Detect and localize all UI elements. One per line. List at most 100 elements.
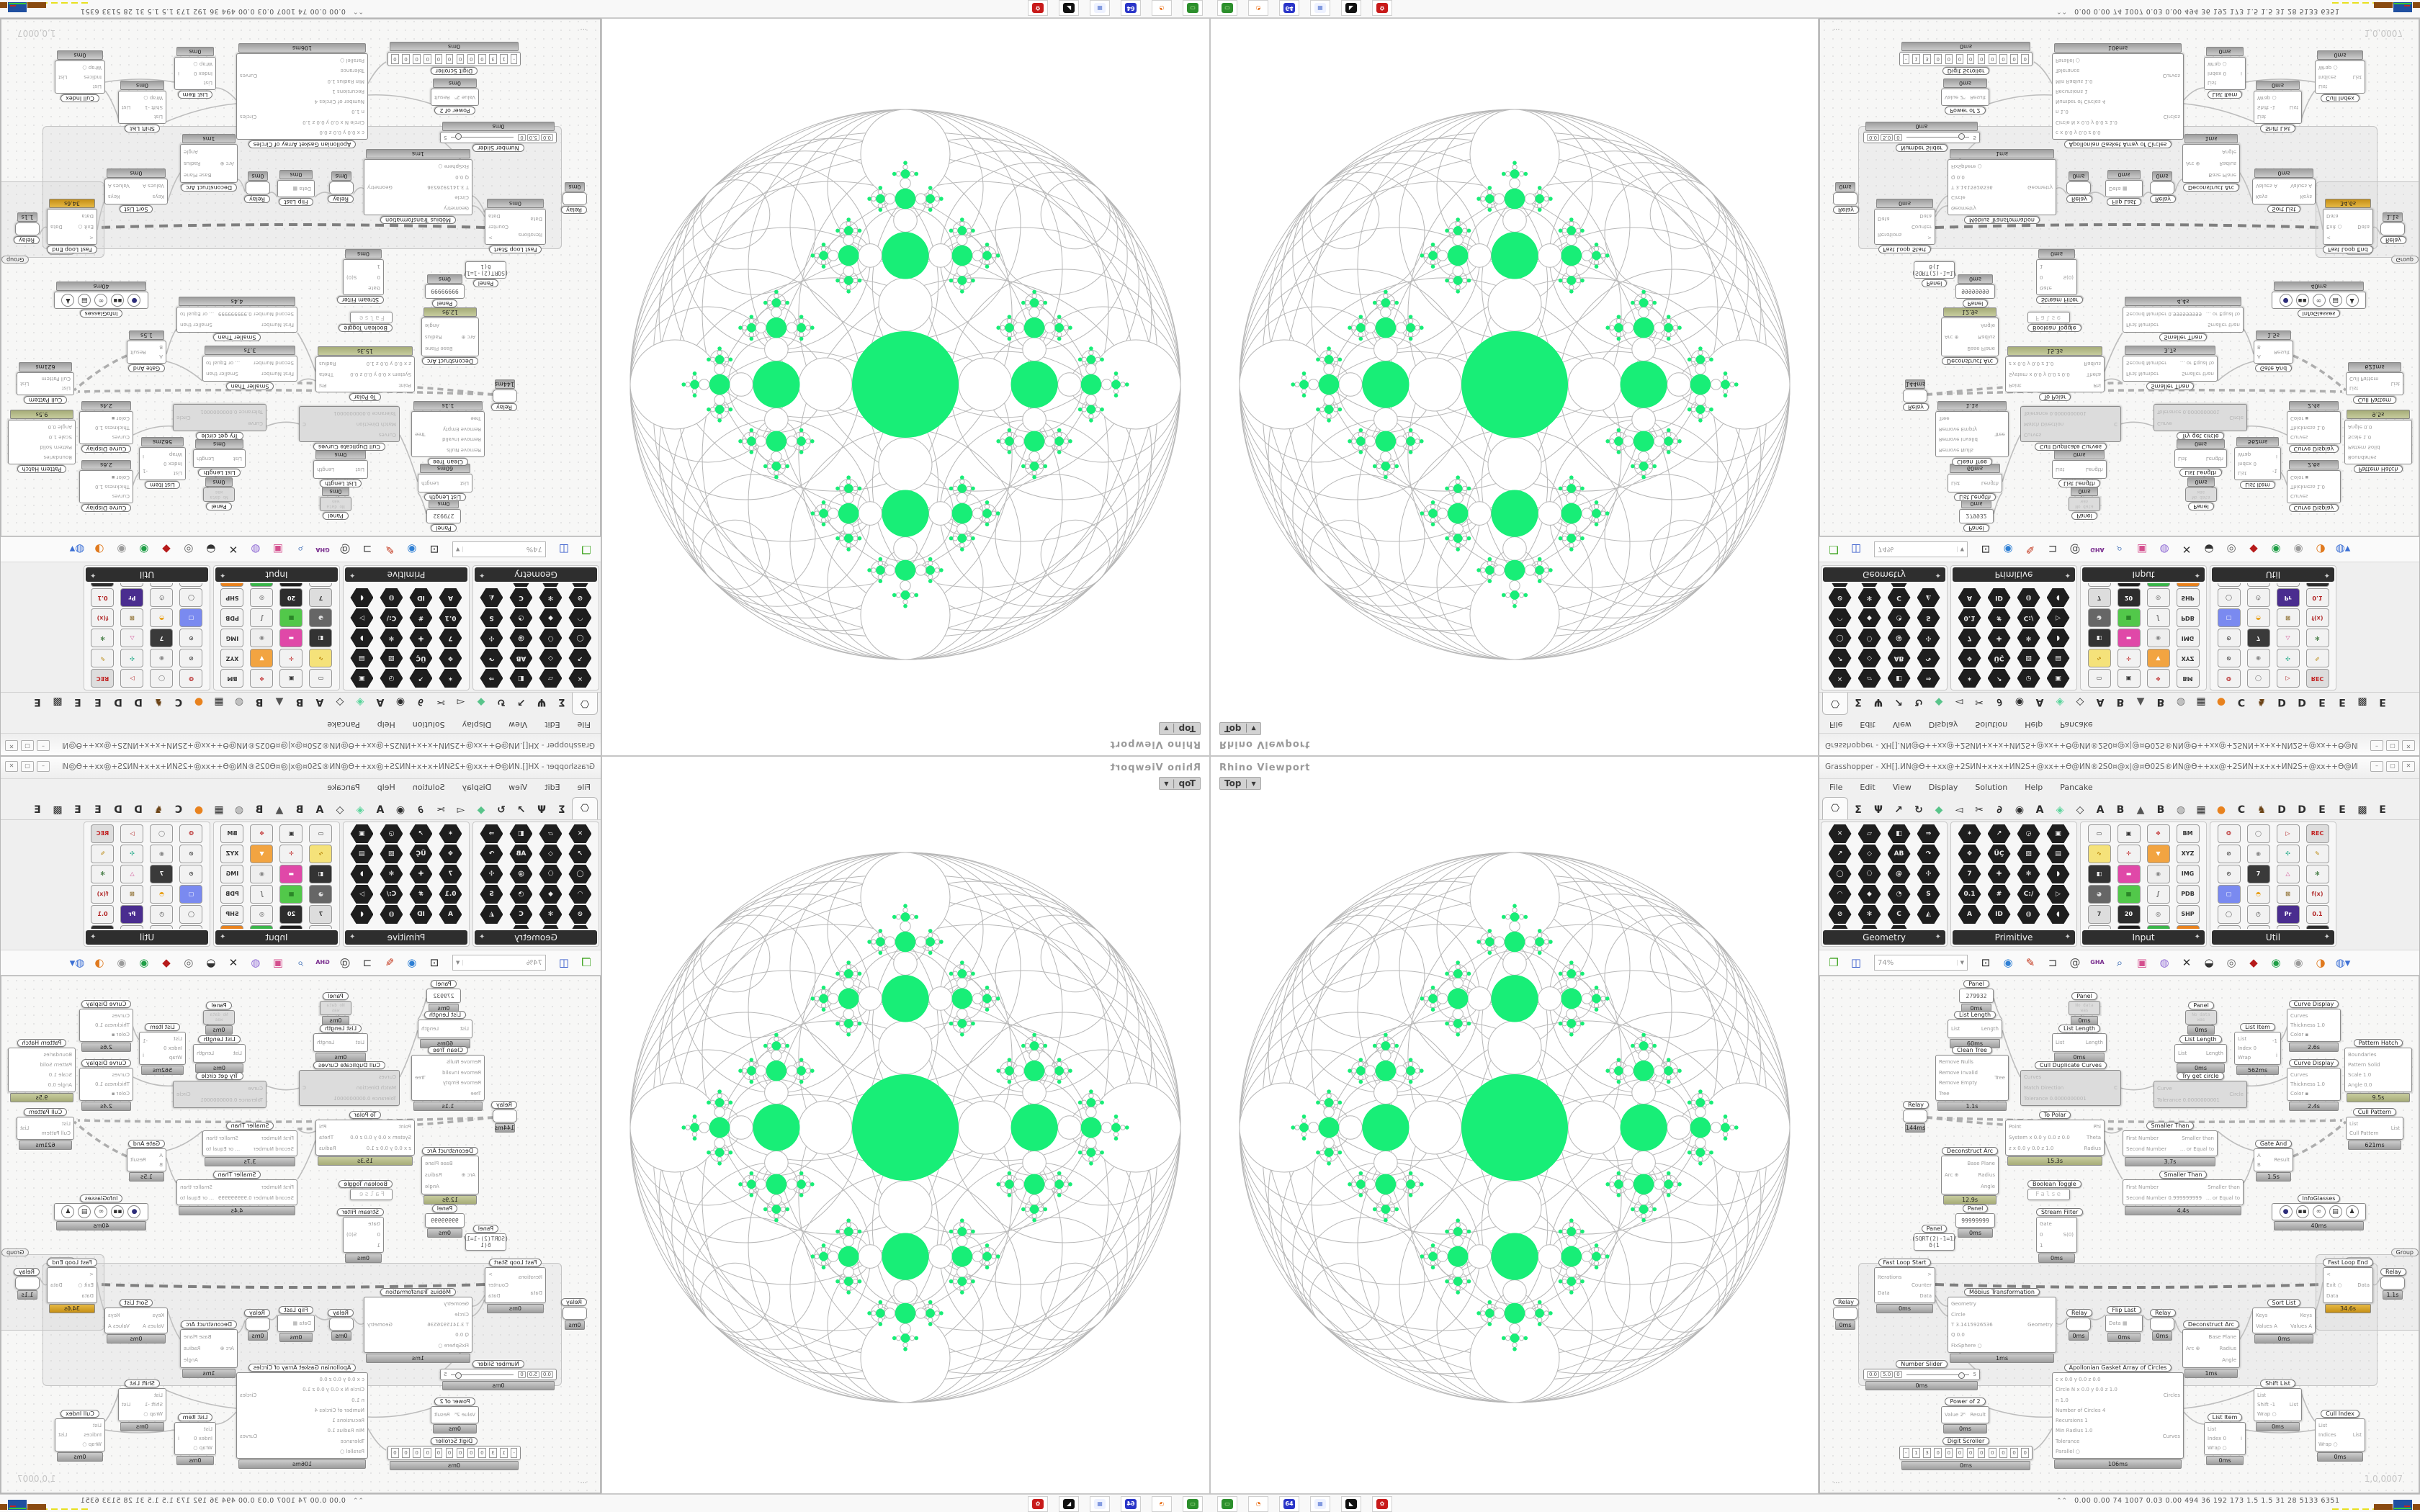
component-icon[interactable]: ↗ bbox=[569, 845, 592, 863]
component-icon[interactable]: ❖ bbox=[1958, 649, 1981, 667]
component-icon[interactable]: ∿ bbox=[309, 649, 333, 667]
gh-node-number-slider[interactable]: Number Slider 0.0 5.0 0 5 0ms bbox=[1863, 1360, 1980, 1390]
component-tab-13[interactable]: A bbox=[2096, 804, 2105, 816]
lock-button[interactable]: ◒ bbox=[206, 956, 216, 969]
input-port[interactable]: Match Direction bbox=[356, 421, 396, 428]
component-tab-3[interactable]: ↗ bbox=[1894, 804, 1903, 816]
input-port[interactable]: n 1.0 bbox=[2056, 109, 2069, 115]
component-icon[interactable]: 7 bbox=[309, 588, 333, 607]
component-icon[interactable]: ❉ bbox=[2217, 583, 2241, 587]
gh-node-relay[interactable]: Relay 0ms bbox=[1833, 182, 1859, 214]
input-port[interactable]: Wrap ○ bbox=[82, 1441, 102, 1448]
output-port[interactable]: Circle bbox=[176, 1092, 191, 1097]
input-port[interactable]: Point bbox=[2009, 382, 2022, 388]
output-port[interactable]: Result bbox=[434, 1412, 450, 1418]
component-icon[interactable]: ◧ bbox=[1888, 669, 1911, 688]
component-tab-24[interactable]: E bbox=[94, 804, 102, 816]
component-icon[interactable]: ◠ bbox=[1829, 608, 1852, 627]
component-icon[interactable]: ▭ bbox=[2087, 824, 2111, 843]
output-port[interactable]: Angle bbox=[1981, 323, 1995, 328]
component-icon[interactable]: ▣ bbox=[351, 669, 374, 688]
ball-orange-button[interactable]: ◑ bbox=[2316, 956, 2326, 969]
input-port[interactable]: Arc ⊕ bbox=[1945, 334, 1959, 340]
gha-button[interactable]: GHA bbox=[315, 546, 330, 553]
component-tab-8[interactable]: ∂ bbox=[1996, 804, 2002, 816]
gh-node-sort-list[interactable]: Sort List Keys Values A Keys Values A 0ms bbox=[104, 168, 168, 213]
digit-cell[interactable]: 0 bbox=[402, 54, 410, 64]
input-port[interactable]: < bbox=[89, 234, 94, 240]
component-icon[interactable]: ◭ bbox=[1917, 588, 1940, 607]
input-port[interactable]: A bbox=[2257, 354, 2261, 360]
component-icon[interactable]: ▢ bbox=[179, 885, 203, 904]
find-button[interactable]: ⌕ bbox=[297, 543, 304, 556]
input-port[interactable]: Data ▦ bbox=[2109, 1320, 2128, 1326]
input-port[interactable]: Point bbox=[398, 1124, 411, 1130]
component-tab-8[interactable]: ∂ bbox=[418, 696, 424, 708]
input-port[interactable]: Tree bbox=[1939, 415, 1950, 422]
component-icon[interactable]: ▭ bbox=[309, 669, 333, 688]
component-icon[interactable]: ▬ bbox=[279, 629, 303, 647]
component-icon[interactable]: ▦ bbox=[279, 885, 303, 904]
component-icon[interactable]: A bbox=[439, 905, 462, 924]
digit-cell[interactable]: 0 bbox=[1977, 54, 1986, 64]
component-icon[interactable]: ◓ bbox=[150, 608, 174, 627]
menu-view[interactable]: View bbox=[1892, 782, 1912, 792]
component-tab-17[interactable]: ◍ bbox=[234, 804, 244, 816]
component-icon[interactable]: PDB bbox=[220, 885, 244, 904]
component-icon[interactable]: ✎ bbox=[91, 845, 115, 863]
digit-cell[interactable]: 0 bbox=[402, 1448, 410, 1458]
component-icon[interactable]: ✚ bbox=[1988, 629, 2011, 647]
output-port[interactable]: Radius bbox=[2084, 361, 2101, 367]
output-port[interactable]: List bbox=[122, 104, 131, 110]
palette-group-label[interactable]: Primitive ✦ bbox=[1953, 567, 2075, 582]
gh-node-number-slider[interactable]: Number Slider 0.0 5.0 0 5 0ms bbox=[1863, 122, 1980, 152]
input-port[interactable]: Parallel ○ bbox=[2056, 58, 2080, 64]
menu-pancake[interactable]: Pancake bbox=[327, 720, 360, 730]
gh-node-list-length[interactable]: List Length List Length 60ms bbox=[418, 464, 472, 501]
component-icon[interactable]: ➔ bbox=[2276, 583, 2300, 587]
input-port[interactable]: Geometry bbox=[444, 204, 469, 211]
component-icon[interactable]: ∿ bbox=[309, 845, 333, 863]
output-port[interactable]: Tree bbox=[415, 1075, 426, 1081]
component-icon[interactable]: ⎔ bbox=[539, 629, 563, 647]
component-icon[interactable]: ▱ bbox=[1858, 669, 1881, 688]
component-icon[interactable]: SHP bbox=[2176, 905, 2200, 924]
gh-node-panel[interactable]: Panel No data was 0ms bbox=[2069, 992, 2100, 1025]
gh-node-list-item[interactable]: List Item List Index 0 Wrap -1 i 562ms bbox=[139, 437, 186, 489]
gh-node-shift-list[interactable]: Shift List List Shift -1 Wrap ○ List 0ms bbox=[2254, 81, 2302, 132]
input-port[interactable]: < bbox=[2326, 234, 2331, 240]
digit-cell[interactable]: 0 bbox=[2010, 54, 2018, 64]
drive-icon[interactable]: ▭ bbox=[1217, 0, 1237, 16]
open-file-button[interactable]: ❐ bbox=[1829, 543, 1839, 556]
gh-node-boolean-toggle[interactable]: Boolean Toggle False bbox=[2027, 312, 2081, 332]
component-tab-26[interactable]: ▩ bbox=[53, 696, 63, 708]
sketch-pen-button[interactable]: ✎ bbox=[385, 956, 395, 969]
output-port[interactable]: Keys bbox=[2300, 1312, 2312, 1318]
digit-cell[interactable]: 0 bbox=[1945, 54, 1953, 64]
input-port[interactable]: List bbox=[2238, 1035, 2247, 1042]
component-icon[interactable]: PDB bbox=[2176, 608, 2200, 627]
save-file-button[interactable]: ◫ bbox=[558, 543, 570, 556]
output-port[interactable]: i bbox=[143, 1053, 144, 1058]
maximize-button[interactable]: ▢ bbox=[21, 761, 34, 772]
input-port[interactable]: Tolerance 0.0000000001 bbox=[333, 410, 396, 417]
expand-icon[interactable]: ✦ bbox=[2194, 571, 2200, 579]
palette-group-label[interactable]: Util ✦ bbox=[86, 930, 208, 945]
menu-edit[interactable]: Edit bbox=[1860, 720, 1876, 730]
component-icon[interactable]: REC bbox=[91, 669, 115, 688]
component-icon[interactable]: @ bbox=[1887, 865, 1911, 883]
menu-help[interactable]: Help bbox=[2025, 720, 2043, 730]
component-icon[interactable]: ⊠ bbox=[120, 608, 144, 627]
component-icon[interactable]: ◕ bbox=[2087, 608, 2111, 627]
gh-node-apollonian-gasket-array-of-circles[interactable]: Apollonian Gasket Array of Circles c x 0.… bbox=[2052, 43, 2184, 148]
gh-node-curve-display[interactable]: Curve Display Curves Thickness 1.0 Color ▪ 2… bbox=[79, 460, 133, 512]
input-port[interactable]: Tolerance 0.0000000001 bbox=[333, 1095, 396, 1102]
component-icon[interactable]: ▬ bbox=[279, 865, 303, 883]
component-tab-27[interactable]: E bbox=[34, 804, 41, 816]
component-tab-16[interactable]: B bbox=[255, 804, 264, 816]
component-icon[interactable]: ⊞ bbox=[1828, 925, 1852, 929]
output-port[interactable]: Result bbox=[130, 1157, 146, 1163]
menu-display[interactable]: Display bbox=[1928, 782, 1958, 792]
component-icon[interactable]: ↷ bbox=[1917, 845, 1940, 863]
component-icon[interactable]: ◓ bbox=[2246, 608, 2270, 627]
